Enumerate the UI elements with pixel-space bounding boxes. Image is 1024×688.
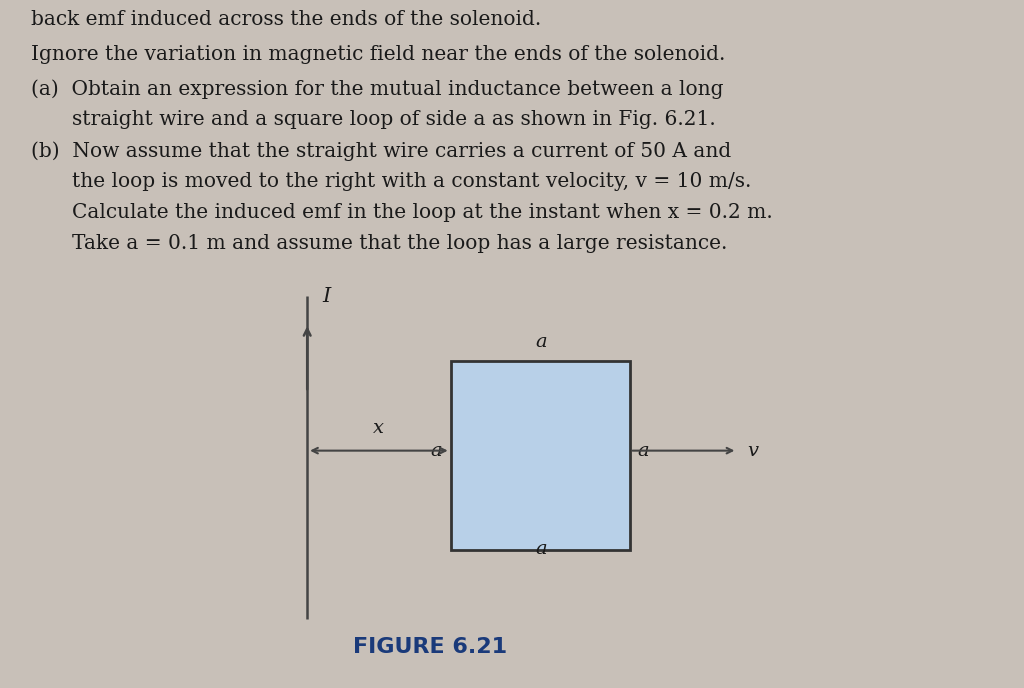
Text: straight wire and a square loop of side a as shown in Fig. 6.21.: straight wire and a square loop of side … xyxy=(72,110,716,129)
Text: (b)  Now assume that the straight wire carries a current of 50 A and: (b) Now assume that the straight wire ca… xyxy=(31,141,731,161)
Text: Ignore the variation in magnetic field near the ends of the solenoid.: Ignore the variation in magnetic field n… xyxy=(31,45,725,64)
Text: FIGURE 6.21: FIGURE 6.21 xyxy=(353,637,507,657)
Text: v: v xyxy=(748,442,759,460)
Text: Calculate the induced emf in the loop at the instant when x = 0.2 m.: Calculate the induced emf in the loop at… xyxy=(72,203,772,222)
Bar xyxy=(451,361,630,550)
Text: a: a xyxy=(431,442,442,460)
Text: back emf induced across the ends of the solenoid.: back emf induced across the ends of the … xyxy=(31,10,541,30)
Text: (a)  Obtain an expression for the mutual inductance between a long: (a) Obtain an expression for the mutual … xyxy=(31,79,723,99)
Text: I: I xyxy=(323,287,331,306)
Text: Take a = 0.1 m and assume that the loop has a large resistance.: Take a = 0.1 m and assume that the loop … xyxy=(72,234,727,253)
Text: the loop is moved to the right with a constant velocity, v = 10 m/s.: the loop is moved to the right with a co… xyxy=(72,172,751,191)
Text: a: a xyxy=(637,442,648,460)
Text: a: a xyxy=(535,333,547,351)
Text: a: a xyxy=(535,540,547,558)
Text: x: x xyxy=(374,419,384,437)
